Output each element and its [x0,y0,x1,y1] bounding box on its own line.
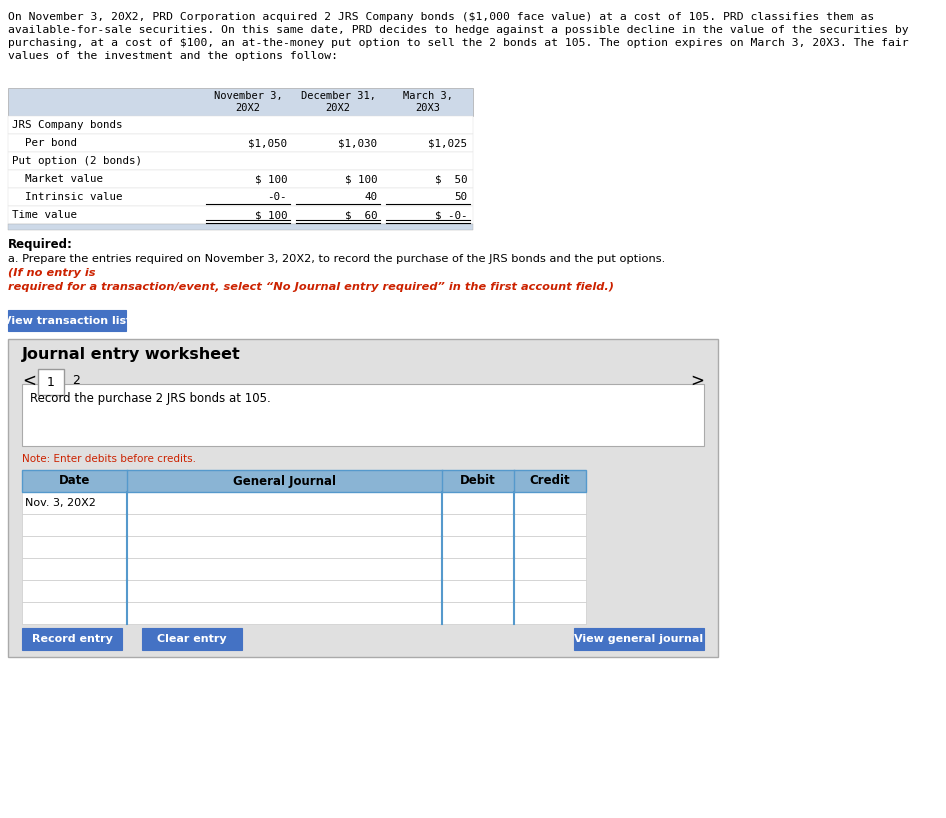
Bar [22,514,586,536]
Bar [38,369,64,395]
Text: Journal entry worksheet: Journal entry worksheet [22,347,240,362]
Bar [22,492,586,514]
Text: View general journal: View general journal [574,634,704,644]
Bar [8,188,473,206]
Bar [22,470,586,492]
Text: $1,025: $1,025 [428,138,467,148]
Bar [142,628,242,650]
Text: -0-: -0- [268,192,287,202]
Text: Date: Date [59,474,90,488]
Text: Record entry: Record entry [31,634,113,644]
Text: required for a transaction/event, select “No Journal entry required” in the firs: required for a transaction/event, select… [8,282,614,292]
Bar [22,602,586,624]
Bar [8,339,718,657]
Text: March 3,
20X3: March 3, 20X3 [403,91,453,113]
Text: $1,030: $1,030 [338,138,377,148]
Text: Nov. 3, 20X2: Nov. 3, 20X2 [25,498,96,508]
Text: $ 100: $ 100 [344,174,377,184]
Text: General Journal: General Journal [233,474,336,488]
Text: Intrinsic value: Intrinsic value [12,192,122,202]
Text: December 31,
20X2: December 31, 20X2 [301,91,376,113]
Text: 1: 1 [47,375,55,389]
Text: Market value: Market value [12,174,103,184]
Text: 50: 50 [454,192,467,202]
Bar [8,206,473,224]
Bar [8,88,473,116]
Text: (If no entry is: (If no entry is [8,268,96,278]
Text: JRS Company bonds: JRS Company bonds [12,120,122,130]
Text: Credit: Credit [530,474,570,488]
Bar [22,580,586,602]
Text: available-for-sale securities. On this same date, PRD decides to hedge against a: available-for-sale securities. On this s… [8,25,908,35]
Text: $1,050: $1,050 [248,138,287,148]
Text: $ 100: $ 100 [254,210,287,220]
Text: $  50: $ 50 [434,174,467,184]
Text: Time value: Time value [12,210,77,220]
Text: Required:: Required: [8,238,73,251]
Bar [8,170,473,188]
Bar [8,310,126,331]
Bar [22,384,704,446]
Text: $  60: $ 60 [344,210,377,220]
Bar [22,628,122,650]
Text: Clear entry: Clear entry [157,634,227,644]
Text: Put option (2 bonds): Put option (2 bonds) [12,156,142,166]
Text: $ -0-: $ -0- [434,210,467,220]
Bar [22,558,586,580]
Text: values of the investment and the options follow:: values of the investment and the options… [8,51,338,61]
Text: View transaction list: View transaction list [3,316,131,326]
Text: >: > [690,372,704,390]
Text: Per bond: Per bond [12,138,77,148]
Text: <: < [22,372,36,390]
Text: 2: 2 [72,375,79,388]
Text: a. Prepare the entries required on November 3, 20X2, to record the purchase of t: a. Prepare the entries required on Novem… [8,254,669,264]
Text: November 3,
20X2: November 3, 20X2 [214,91,282,113]
Bar [8,224,473,230]
Bar [8,116,473,134]
Text: On November 3, 20X2, PRD Corporation acquired 2 JRS Company bonds ($1,000 face v: On November 3, 20X2, PRD Corporation acq… [8,12,874,22]
Bar [8,134,473,152]
Text: 40: 40 [364,192,377,202]
Text: purchasing, at a cost of $100, an at-the-money put option to sell the 2 bonds at: purchasing, at a cost of $100, an at-the… [8,38,908,48]
Text: Debit: Debit [460,474,496,488]
Bar [574,628,704,650]
Text: Note: Enter debits before credits.: Note: Enter debits before credits. [22,454,196,464]
Bar [8,152,473,170]
Bar [22,536,586,558]
Text: Record the purchase 2 JRS bonds at 105.: Record the purchase 2 JRS bonds at 105. [30,392,271,405]
Text: $ 100: $ 100 [254,174,287,184]
